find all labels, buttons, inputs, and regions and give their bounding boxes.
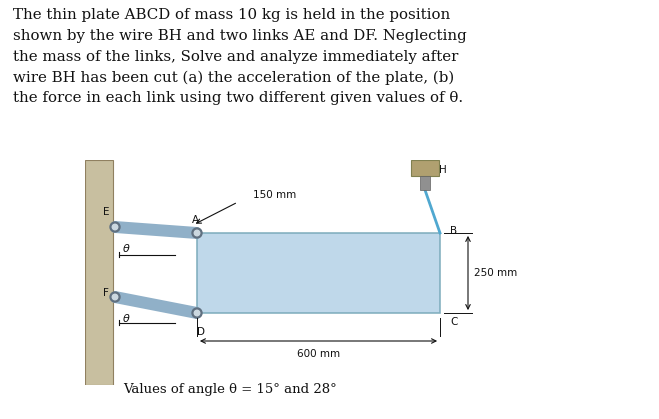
Circle shape: [192, 228, 202, 238]
Circle shape: [194, 310, 200, 316]
Circle shape: [112, 224, 118, 230]
Circle shape: [112, 294, 118, 300]
Bar: [85, 160, 113, 385]
Bar: [411, 160, 439, 176]
Bar: [197, 233, 440, 313]
Text: C: C: [450, 317, 457, 327]
Bar: [420, 176, 430, 190]
Circle shape: [192, 308, 202, 318]
Circle shape: [194, 230, 200, 236]
Text: 600 mm: 600 mm: [297, 349, 340, 359]
Text: H: H: [439, 165, 447, 175]
Text: F: F: [103, 288, 109, 298]
Text: A: A: [191, 215, 198, 225]
Text: 250 mm: 250 mm: [474, 268, 517, 278]
Text: θ: θ: [123, 314, 130, 324]
Text: D: D: [197, 327, 205, 337]
Text: E: E: [103, 207, 109, 217]
Text: B: B: [450, 226, 457, 236]
Circle shape: [110, 222, 120, 232]
Text: The thin plate ABCD of mass 10 kg is held in the position
shown by the wire BH a: The thin plate ABCD of mass 10 kg is hel…: [13, 8, 467, 106]
Text: θ: θ: [123, 244, 130, 254]
Circle shape: [110, 292, 120, 302]
Text: Values of angle θ = 15° and 28°: Values of angle θ = 15° and 28°: [123, 383, 337, 396]
Text: 150 mm: 150 mm: [253, 190, 297, 200]
